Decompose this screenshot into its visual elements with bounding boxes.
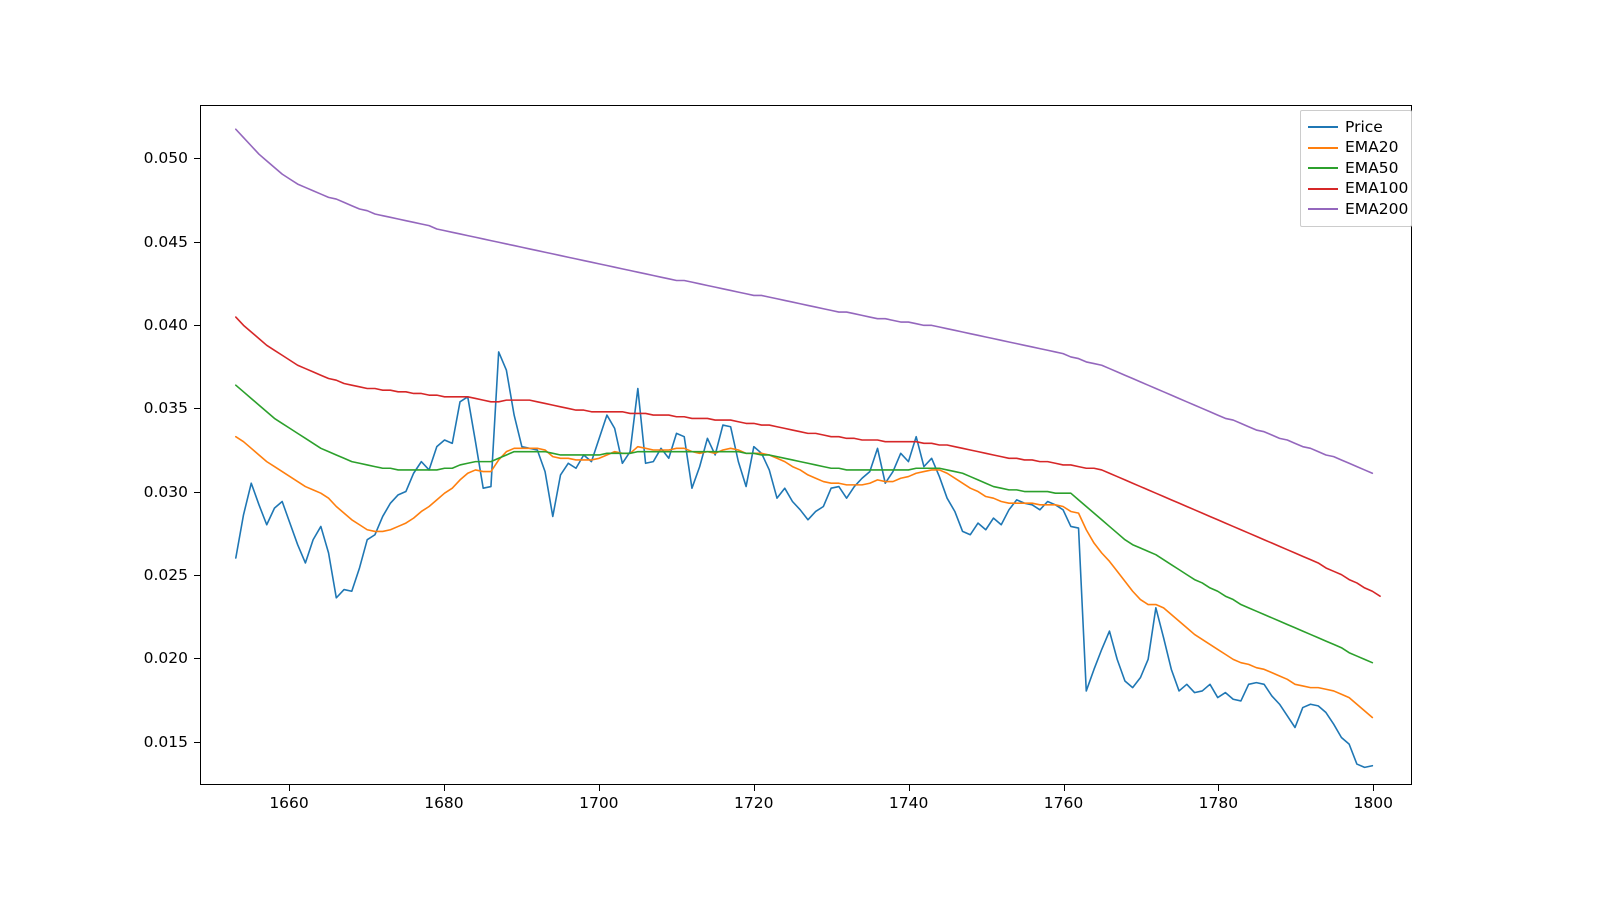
x-tick-mark bbox=[443, 785, 446, 791]
y-tick-label: 0.050 bbox=[143, 149, 188, 168]
x-tick-mark bbox=[908, 785, 910, 791]
y-tick-mark bbox=[194, 491, 200, 493]
y-tick-label: 0.045 bbox=[143, 232, 188, 251]
y-tick-label: 0.015 bbox=[143, 732, 188, 751]
legend-label: EMA200 bbox=[1345, 199, 1409, 218]
legend-item-ema100[interactable]: EMA100 bbox=[1308, 179, 1408, 200]
y-tick-mark bbox=[194, 158, 200, 160]
x-tick-mark bbox=[1373, 785, 1375, 791]
y-tick-mark bbox=[194, 408, 200, 410]
y-tick-label: 0.040 bbox=[143, 316, 188, 334]
series-line-ema50 bbox=[234, 384, 1374, 664]
x-tick-label: 1760 bbox=[1043, 794, 1084, 812]
legend-line-swatch-icon bbox=[1308, 146, 1338, 149]
y-tick-mark bbox=[194, 241, 200, 243]
legend-label: EMA50 bbox=[1345, 158, 1399, 177]
x-tick-mark bbox=[598, 785, 600, 791]
legend-line-swatch-icon bbox=[1308, 126, 1338, 129]
legend-label: Price bbox=[1345, 117, 1383, 136]
series-line-price bbox=[234, 351, 1374, 769]
y-tick-mark bbox=[194, 658, 200, 660]
series-line-ema100 bbox=[234, 316, 1381, 598]
y-tick-label: 0.020 bbox=[143, 649, 188, 668]
y-tick-mark bbox=[194, 741, 200, 743]
y-tick-mark bbox=[194, 325, 200, 327]
y-tick-label: 0.035 bbox=[143, 399, 188, 418]
legend-line-swatch-icon bbox=[1308, 187, 1338, 190]
x-tick-label: 1800 bbox=[1353, 794, 1393, 812]
legend-item-price[interactable]: Price bbox=[1308, 117, 1403, 138]
x-tick-label: 1780 bbox=[1198, 794, 1239, 812]
x-tick-mark bbox=[1063, 785, 1065, 791]
legend-item-ema20[interactable]: EMA20 bbox=[1308, 138, 1403, 159]
x-tick-label: 1680 bbox=[424, 794, 464, 812]
legend-item-ema50[interactable]: EMA50 bbox=[1308, 158, 1403, 179]
series-line-ema200 bbox=[234, 128, 1374, 475]
legend-label: EMA20 bbox=[1345, 138, 1399, 156]
x-tick-mark bbox=[289, 785, 291, 791]
series-lines bbox=[234, 128, 1381, 769]
plot-area bbox=[200, 105, 1412, 785]
x-tick-label: 1740 bbox=[888, 794, 929, 812]
y-tick-label: 0.025 bbox=[143, 566, 188, 584]
y-tick-mark bbox=[194, 575, 200, 577]
x-tick-mark bbox=[753, 785, 755, 791]
x-tick-mark bbox=[1218, 785, 1220, 791]
legend-label: EMA100 bbox=[1345, 179, 1409, 197]
x-tick-label: 1720 bbox=[733, 794, 774, 812]
legend-line-swatch-icon bbox=[1308, 167, 1338, 170]
y-tick-label: 0.030 bbox=[143, 482, 188, 501]
x-tick-label: 1660 bbox=[269, 794, 309, 812]
legend-item-ema200[interactable]: EMA200 bbox=[1308, 199, 1408, 220]
series-line-ema20 bbox=[234, 435, 1374, 719]
x-tick-label: 1700 bbox=[579, 794, 619, 812]
legend-line-swatch-icon bbox=[1308, 208, 1338, 211]
chart-legend: Price EMA20 EMA50 EMA100 EMA200 bbox=[1300, 110, 1412, 227]
